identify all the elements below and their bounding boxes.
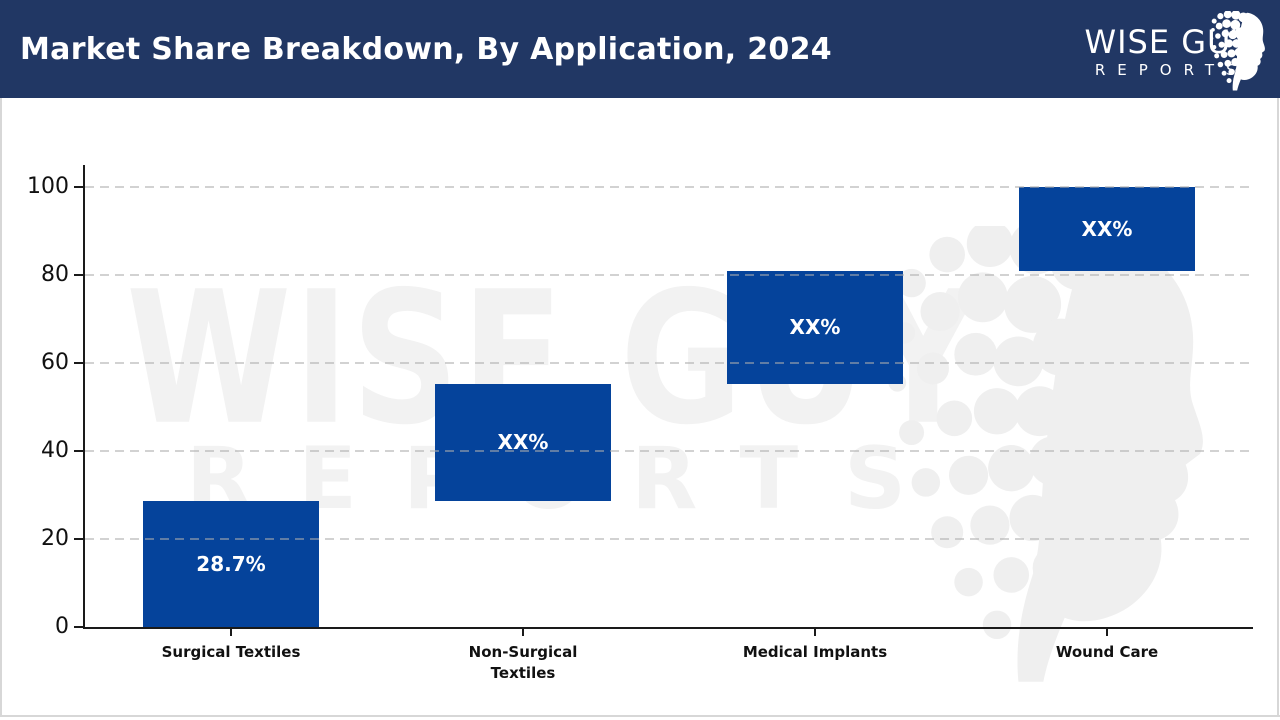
bar-segment xyxy=(435,383,611,501)
page-title: Market Share Breakdown, By Application, … xyxy=(20,31,832,67)
y-tick-mark xyxy=(74,626,83,628)
y-tick-label: 20 xyxy=(41,526,69,551)
gridline-80 xyxy=(85,274,1253,276)
header-bar: Market Share Breakdown, By Application, … xyxy=(0,0,1280,98)
x-tick-mark xyxy=(230,629,232,636)
bar-value-label: 28.7% xyxy=(196,551,266,576)
y-tick-mark xyxy=(74,186,83,188)
y-tick-mark xyxy=(74,450,83,452)
x-category-label: Non-Surgical Textiles xyxy=(468,643,578,682)
logo-text: WISE GUY REPORTS xyxy=(1084,23,1252,79)
bar-value-label: XX% xyxy=(1081,216,1133,241)
frame-border-left xyxy=(0,98,2,717)
y-tick-label: 40 xyxy=(41,438,69,463)
bar-segment xyxy=(143,500,319,627)
bar-segment xyxy=(727,270,903,384)
y-tick-label: 80 xyxy=(41,262,69,287)
y-tick-label: 0 xyxy=(55,614,69,639)
x-tick-mark xyxy=(522,629,524,636)
y-tick-mark xyxy=(74,362,83,364)
y-axis-line xyxy=(83,165,85,629)
plot-area: 0 20 40 60 80 100 28.7% Surgical Textiles XX% Non… xyxy=(27,165,1253,682)
x-category-label: Medical Implants xyxy=(742,643,888,661)
x-category-label: Surgical Textiles xyxy=(161,643,301,661)
gridline-100 xyxy=(85,186,1253,188)
bar-segment xyxy=(1019,187,1195,271)
bar-value-label: XX% xyxy=(789,315,841,340)
gridline-20 xyxy=(85,538,1253,540)
gridline-40 xyxy=(85,450,1253,452)
frame-border-right xyxy=(1277,98,1279,717)
x-tick-mark xyxy=(814,629,816,636)
y-tick-label: 60 xyxy=(41,350,69,375)
x-category-label: Wound Care xyxy=(1055,643,1159,661)
y-tick-mark xyxy=(74,538,83,540)
bar-value-label: XX% xyxy=(497,430,549,455)
logo-subtitle: REPORTS xyxy=(1094,61,1248,79)
y-tick-mark xyxy=(74,274,83,276)
logo-wordmark: WISE GUY xyxy=(1084,23,1252,61)
x-axis-line xyxy=(83,627,1253,629)
frame-border-bottom xyxy=(0,715,1280,717)
gridline-60 xyxy=(85,362,1253,364)
y-tick-label: 100 xyxy=(27,174,69,199)
x-tick-mark xyxy=(1106,629,1108,636)
wise-guy-reports-logo: WISE GUY REPORTS xyxy=(1084,11,1270,92)
